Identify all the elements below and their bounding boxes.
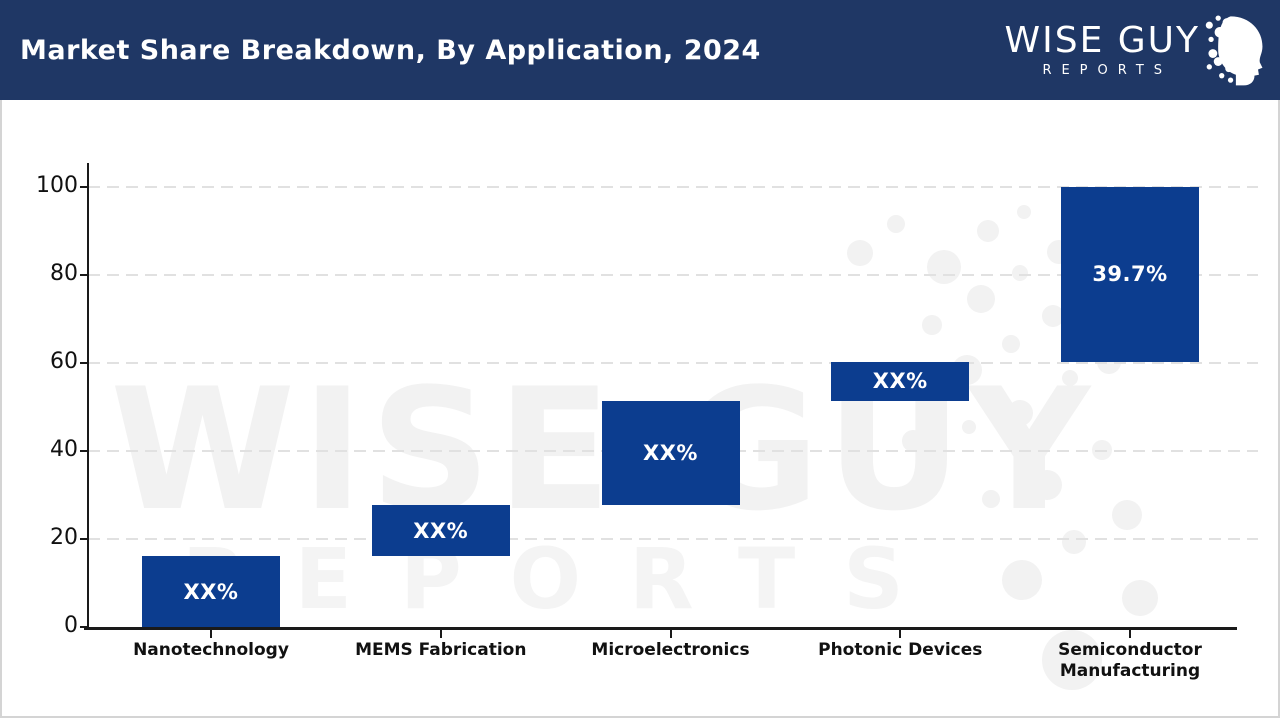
watermark-face-dot [1017, 205, 1031, 219]
bar-nanotechnology: XX% [142, 556, 280, 627]
x-axis-tick [439, 630, 442, 638]
watermark-face-dot [1062, 530, 1086, 554]
watermark-face-dot [1042, 630, 1102, 690]
watermark-face-dot [887, 215, 905, 233]
bar-mems-fabrication: XX% [371, 505, 510, 557]
watermark-face-dot [962, 420, 976, 434]
page-title: Market Share Breakdown, By Application, … [20, 34, 761, 66]
x-axis-tick [1129, 630, 1131, 638]
gridline-20 [88, 538, 1258, 540]
wiseguy-logo: WISE GUY REPORTS [1005, 0, 1267, 100]
x-axis-tick [669, 630, 672, 638]
watermark-face-dot [927, 250, 961, 284]
watermark-face-dot [977, 220, 999, 242]
watermark-face-dot [902, 430, 924, 452]
y-axis-tick-label: 80 [50, 261, 78, 286]
bar-semiconductor-manufacturing: 39.7% [1061, 187, 1199, 362]
y-axis-tick [80, 538, 88, 540]
x-axis-tick [899, 630, 902, 638]
gridline-80 [88, 274, 1258, 276]
watermark-face-dot [1062, 370, 1078, 386]
wiseguy-logo-face-icon [1205, 15, 1263, 86]
watermark-face-dot [1032, 470, 1062, 500]
watermark-face-dot [922, 315, 942, 335]
watermark-face-dot [1002, 560, 1042, 600]
y-axis-tick-label: 0 [64, 613, 78, 638]
y-axis-tick-label: 100 [36, 173, 78, 198]
wiseguy-logo-text: WISE GUY REPORTS [1004, 19, 1201, 78]
x-axis-category-label: Photonic Devices [818, 640, 983, 660]
bar-value-label: XX% [643, 440, 698, 465]
gridline-60 [88, 362, 1258, 364]
x-axis-category-label: Microelectronics [591, 640, 750, 660]
gridline-100 [88, 186, 1258, 188]
x-axis-category-label: MEMS Fabrication [355, 640, 527, 660]
watermark-face-dot [1122, 580, 1158, 616]
x-axis-category-label: Nanotechnology [133, 640, 289, 660]
bar-photonic-devices: XX% [831, 361, 970, 401]
watermark-text-secondary: REPORTS [182, 530, 952, 628]
bar-value-label: XX% [413, 518, 469, 543]
watermark-face-dot [847, 240, 873, 266]
watermark-face-dot [967, 285, 995, 313]
watermark-face-dot [1012, 265, 1028, 281]
y-axis-tick [80, 186, 88, 188]
watermark-face-dot [1007, 400, 1033, 426]
wiseguy-logo-primary-label: WISE GUY [1004, 19, 1200, 61]
bar-value-label: XX% [183, 579, 239, 604]
watermark-face-dot [982, 490, 1000, 508]
bar-value-label: XX% [872, 369, 928, 394]
bar-microelectronics: XX% [601, 400, 740, 506]
x-axis-line [84, 627, 1237, 630]
y-axis-tick [80, 274, 88, 276]
y-axis-line [87, 162, 89, 629]
y-axis-tick [80, 362, 88, 364]
watermark-face-dot [1042, 305, 1064, 327]
wiseguy-logo-secondary-label: REPORTS [1042, 62, 1173, 78]
watermark-face-dot [1112, 500, 1142, 530]
y-axis-tick [80, 450, 88, 452]
watermark-face-dot [1002, 335, 1020, 353]
bar-value-label: 39.7% [1092, 262, 1168, 287]
x-axis-tick [210, 630, 212, 638]
x-axis-category-label: Semiconductor Manufacturing [1058, 640, 1202, 682]
header-bar: Market Share Breakdown, By Application, … [0, 0, 1280, 100]
y-axis-tick-label: 40 [50, 437, 78, 462]
y-axis-tick-label: 20 [50, 525, 78, 550]
y-axis-tick-label: 60 [50, 349, 78, 374]
